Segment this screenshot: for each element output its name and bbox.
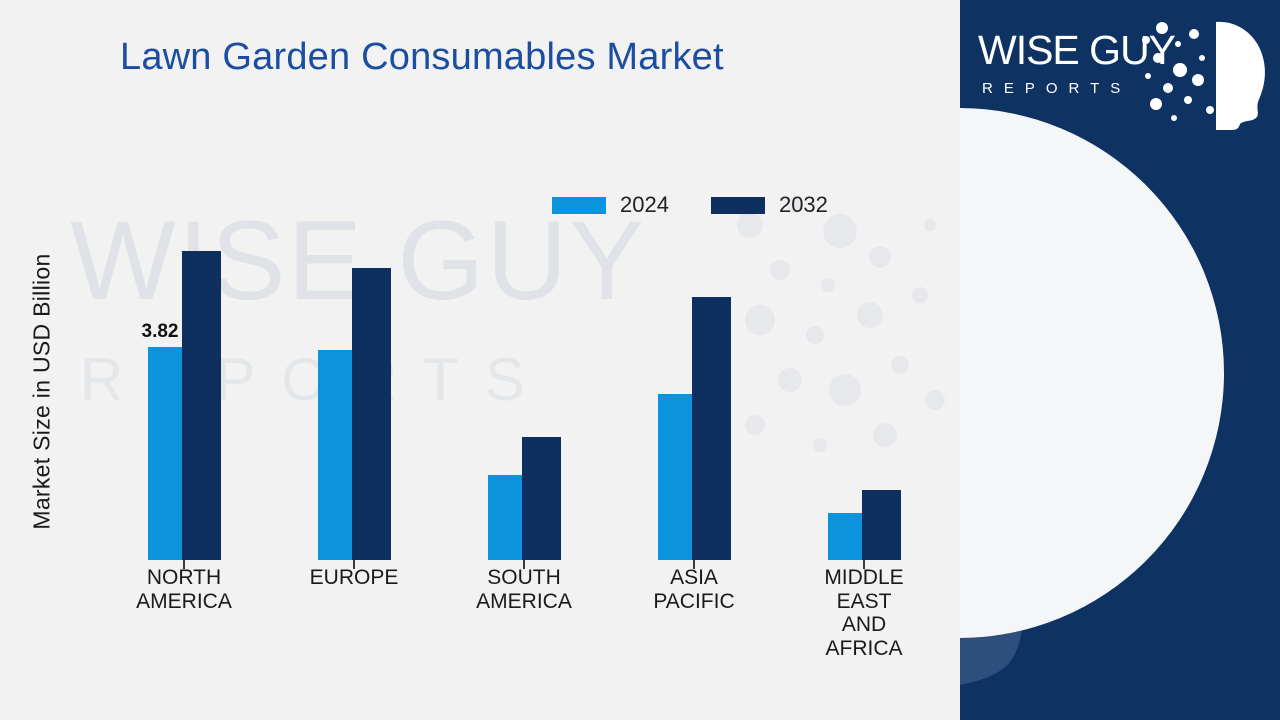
bar-2024[interactable] xyxy=(657,394,692,560)
brand-logo-main: WISE GUY xyxy=(978,27,1176,73)
brand-logo[interactable]: WISE GUY REPORTS xyxy=(978,21,1268,130)
bar-2032[interactable] xyxy=(861,489,901,560)
bar-group xyxy=(480,180,568,560)
y-axis-label: Market Size in USD Billion xyxy=(28,253,55,530)
page-title: Lawn Garden Consumables Market xyxy=(120,36,724,78)
bar-2024[interactable]: 3.82 xyxy=(142,321,182,560)
category-labels: NORTH AMERICA EUROPE SOUTH AMERICA ASIA PAC… xyxy=(100,566,930,686)
category-label: MIDDLE EAST AND AFRICA xyxy=(824,566,904,660)
plot-area: 3.82 xyxy=(100,180,930,569)
bar-2032[interactable] xyxy=(181,250,221,560)
legend-label-2024: 2024 xyxy=(620,192,669,217)
bar-2024[interactable] xyxy=(827,512,862,560)
bar-group xyxy=(820,180,908,560)
axis-ticks xyxy=(100,560,930,570)
axis-tick xyxy=(863,560,865,569)
bar-group xyxy=(650,180,738,560)
bar-value-label: 3.82 xyxy=(141,320,179,342)
bars-container: 3.82 xyxy=(100,180,930,560)
chart-legend: 2024 2032 xyxy=(552,192,828,218)
axis-tick xyxy=(353,560,355,569)
legend-item-2024[interactable]: 2024 xyxy=(552,192,669,218)
axis-tick xyxy=(523,560,525,569)
legend-swatch-2032 xyxy=(710,196,765,214)
bar-2024[interactable] xyxy=(487,474,522,560)
bar-group: 3.82 xyxy=(140,180,228,560)
bar-2032[interactable] xyxy=(351,267,391,560)
bar-2032[interactable] xyxy=(691,296,731,560)
axis-tick xyxy=(183,560,185,569)
category-label: EUROPE xyxy=(309,566,399,589)
axis-tick xyxy=(693,560,695,569)
bar-2024[interactable] xyxy=(317,350,352,560)
logo-dots-head-icon xyxy=(1142,21,1265,130)
bar-group xyxy=(310,180,398,560)
category-label: SOUTH AMERICA xyxy=(476,566,572,613)
category-label: ASIA PACIFIC xyxy=(653,566,735,613)
brand-logo-sub: REPORTS xyxy=(982,80,1132,97)
category-label: NORTH AMERICA xyxy=(136,566,232,613)
legend-item-2032[interactable]: 2032 xyxy=(710,192,828,218)
legend-swatch-2024 xyxy=(552,196,606,214)
brand-panel: WISE GUY REPORTS xyxy=(960,0,1280,720)
chart-panel: WISE GUY REPORTS Lawn Garden Consumables… xyxy=(28,36,945,686)
legend-label-2032: 2032 xyxy=(778,192,828,217)
bar-2032[interactable] xyxy=(521,437,561,560)
